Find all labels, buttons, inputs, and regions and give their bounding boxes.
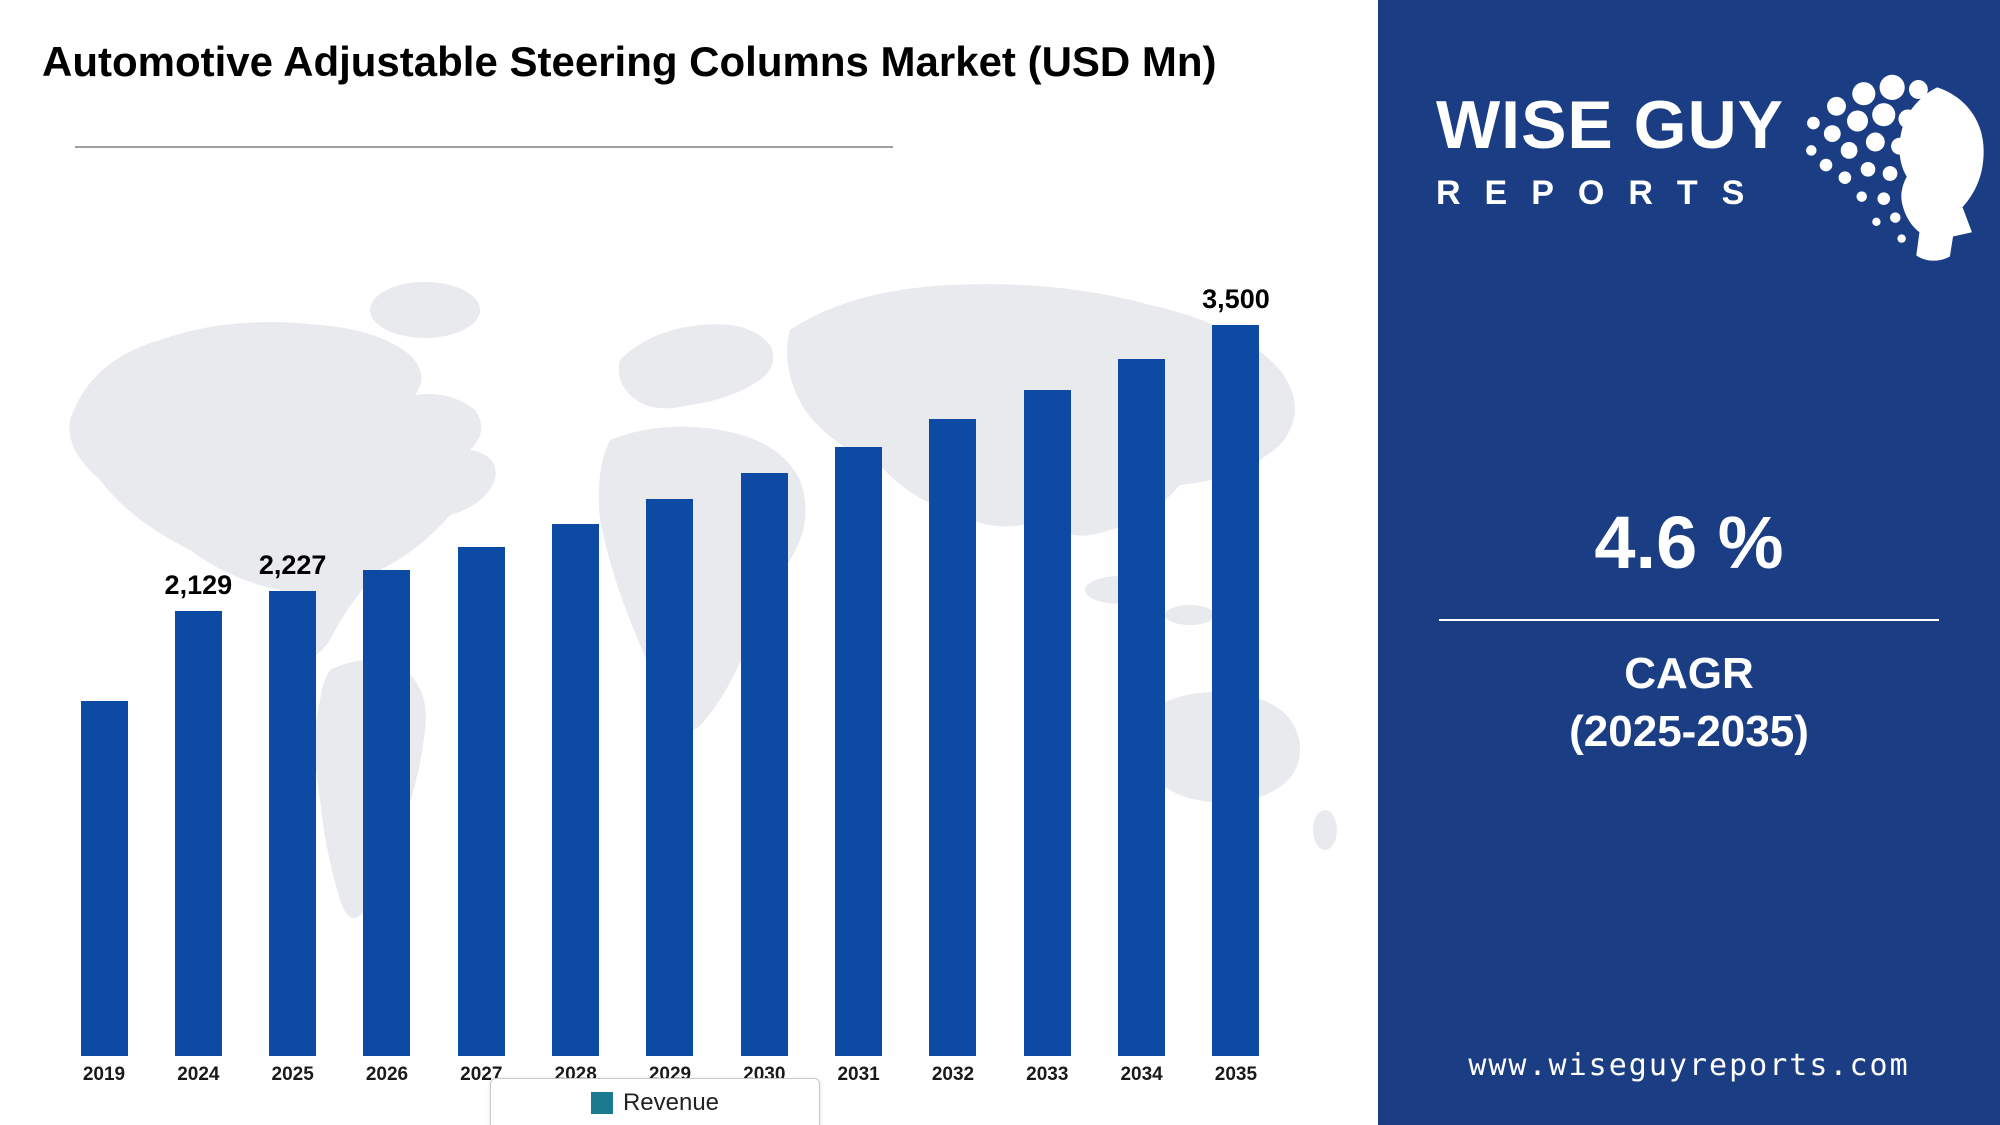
bar-group-2029: 2029 — [646, 489, 694, 1086]
bar-2025[interactable] — [269, 591, 317, 1056]
bar-group-2032: 2032 — [929, 409, 977, 1086]
page-title: Automotive Adjustable Steering Columns M… — [42, 38, 1217, 85]
x-axis-label-2019: 2019 — [82, 1064, 126, 1085]
bar-group-2024: 2,129 2024 — [165, 570, 233, 1086]
legend: Revenue — [490, 1078, 820, 1125]
map-europe — [618, 324, 774, 409]
legend-swatch-revenue-icon — [590, 1092, 613, 1114]
bar-2033[interactable] — [1023, 390, 1071, 1056]
map-philippines — [1165, 605, 1215, 625]
bar-2027[interactable] — [457, 547, 505, 1056]
x-axis-label-2026: 2026 — [365, 1064, 409, 1085]
wiseguy-logo-text: WISE GUY REPORTS — [1436, 86, 1785, 213]
bar-2032[interactable] — [929, 419, 977, 1056]
bar-2030[interactable] — [740, 473, 788, 1056]
bar-group-2025: 2,227 2025 — [259, 550, 327, 1086]
x-axis-label-2024: 2024 — [177, 1064, 220, 1085]
website-link[interactable]: www.wiseguyreports.com — [1468, 1048, 1910, 1083]
map-greenland — [370, 282, 480, 338]
bar-group-2033: 2033 — [1023, 380, 1071, 1086]
map-north-america — [69, 322, 496, 658]
cagr-block: 4.6 % CAGR (2025-2035) — [1378, 500, 2000, 757]
cagr-period: (2025-2035) — [1569, 707, 1809, 756]
bar-group-2027: 2027 — [457, 537, 505, 1086]
x-axis-label-2031: 2031 — [837, 1064, 880, 1085]
bar-group-2019: 2019 — [80, 691, 128, 1086]
bar-2031[interactable] — [835, 447, 883, 1056]
map-new-zealand — [1313, 810, 1337, 850]
bar-value-label-2035: 3,500 — [1202, 284, 1270, 314]
bar-group-2030: 2030 — [740, 463, 788, 1086]
bar-2028[interactable] — [552, 524, 600, 1056]
bar-group-2035: 3,500 2035 — [1202, 284, 1270, 1086]
x-axis-label-2035: 2035 — [1214, 1064, 1258, 1085]
cagr-value: 4.6 % — [1594, 501, 1784, 584]
bar-group-2034: 2034 — [1118, 349, 1166, 1086]
bar-2024[interactable] — [174, 611, 222, 1056]
bar-2019[interactable] — [80, 701, 128, 1056]
cagr-divider — [1439, 619, 1939, 621]
logo-wordmark: WISE GUY — [1436, 87, 1785, 163]
logo-head-dots-icon — [1806, 74, 1984, 261]
bar-chart: 2019 2,129 2024 2,227 2025 2026 2027 2028 2029 20… — [80, 284, 1270, 1086]
bar-group-2026: 2026 — [363, 560, 411, 1086]
bar-group-2028: 2028 — [552, 514, 600, 1086]
x-axis-label-2033: 2033 — [1026, 1064, 1069, 1085]
x-axis-label-2034: 2034 — [1120, 1064, 1163, 1085]
bar-2034[interactable] — [1118, 359, 1166, 1056]
bar-2029[interactable] — [646, 499, 694, 1056]
wiseguy-logo: WISE GUY REPORTS — [1436, 58, 1994, 278]
bar-value-label-2025: 2,227 — [258, 550, 327, 580]
logo-subtitle: REPORTS — [1436, 174, 1769, 212]
x-axis-label-2032: 2032 — [931, 1064, 975, 1085]
bar-2035[interactable] — [1212, 325, 1260, 1056]
bar-group-2031: 2031 — [835, 437, 883, 1086]
cagr-label: CAGR — [1624, 649, 1754, 698]
bar-2026[interactable] — [363, 570, 411, 1056]
x-axis-label-2025: 2025 — [271, 1064, 314, 1085]
info-panel: WISE GUY REPORTS 4.6 % C — [1378, 0, 2000, 1125]
legend-item-revenue[interactable]: Revenue — [590, 1088, 720, 1118]
title-underline — [75, 146, 893, 148]
bar-value-label-2024: 2,129 — [164, 570, 233, 600]
legend-label: Revenue — [622, 1089, 720, 1116]
